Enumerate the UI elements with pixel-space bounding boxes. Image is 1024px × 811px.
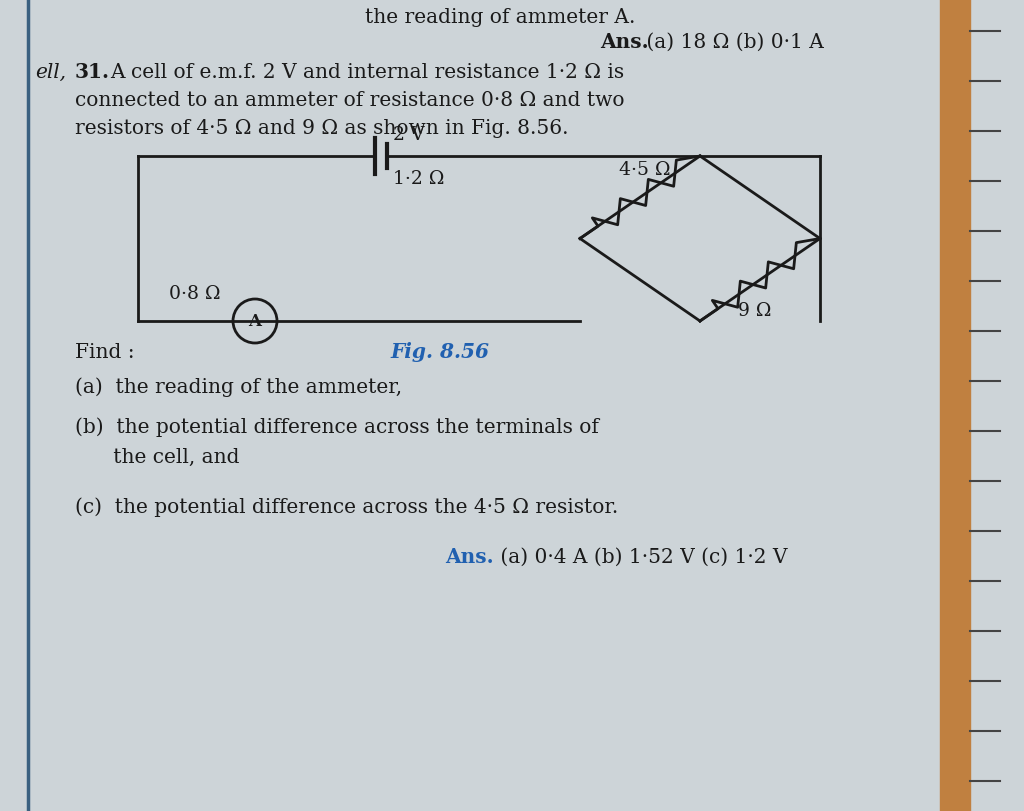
Text: ell,: ell,: [35, 62, 66, 81]
Text: Find :: Find :: [75, 342, 134, 361]
Text: Fig. 8.56: Fig. 8.56: [390, 341, 489, 362]
Text: resistors of 4·5 Ω and 9 Ω as shown in Fig. 8.56.: resistors of 4·5 Ω and 9 Ω as shown in F…: [75, 118, 568, 137]
Text: 1·2 Ω: 1·2 Ω: [393, 169, 444, 188]
Text: (b)  the potential difference across the terminals of: (b) the potential difference across the …: [75, 417, 599, 436]
Text: 2 V: 2 V: [393, 126, 425, 144]
Text: Ans.: Ans.: [445, 547, 494, 566]
Text: A: A: [249, 313, 261, 330]
Text: (a)  the reading of the ammeter,: (a) the reading of the ammeter,: [75, 376, 402, 397]
Text: 0·8 Ω: 0·8 Ω: [169, 285, 221, 303]
Text: A cell of e.m.f. 2 V and internal resistance 1·2 Ω is: A cell of e.m.f. 2 V and internal resist…: [110, 62, 624, 81]
Text: (a) 0·4 A (b) 1·52 V (c) 1·2 V: (a) 0·4 A (b) 1·52 V (c) 1·2 V: [494, 547, 787, 566]
Text: 9 Ω: 9 Ω: [738, 302, 772, 320]
Text: (a) 18 Ω (b) 0·1 A: (a) 18 Ω (b) 0·1 A: [640, 32, 824, 51]
Text: Ans.: Ans.: [600, 32, 648, 52]
Text: 4·5 Ω: 4·5 Ω: [620, 161, 671, 179]
Text: the cell, and: the cell, and: [75, 447, 240, 466]
Text: 31.: 31.: [75, 62, 110, 82]
Text: the reading of ammeter A.: the reading of ammeter A.: [365, 7, 635, 27]
Text: connected to an ammeter of resistance 0·8 Ω and two: connected to an ammeter of resistance 0·…: [75, 90, 625, 109]
Text: (c)  the potential difference across the 4·5 Ω resistor.: (c) the potential difference across the …: [75, 496, 618, 516]
